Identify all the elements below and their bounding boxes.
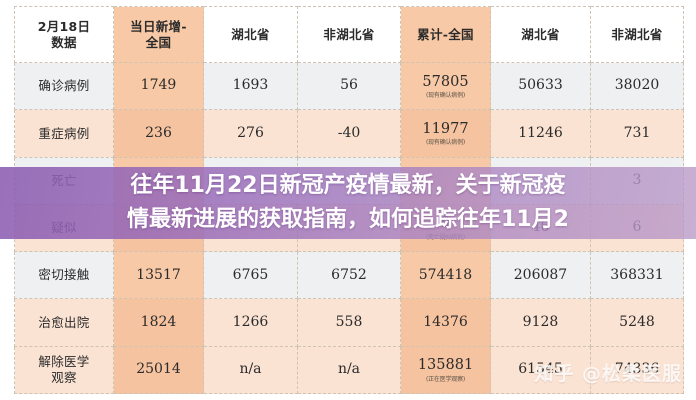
cell-recovered-daily-non-hubei: 558 <box>297 298 401 347</box>
table-header-row: 2月18日 数据 当日新增- 全国 湖北省 非湖北省 累计-全国 湖北省 非湖北… <box>14 6 684 63</box>
covid-statistics-table: 2月18日 数据 当日新增- 全国 湖北省 非湖北省 累计-全国 湖北省 非湖北… <box>14 6 684 395</box>
cell-released-total-national: 135881 (正在医学观察) <box>400 345 491 395</box>
cell-confirmed-total-national-value: 57805 <box>422 73 469 90</box>
row-label-close-contacts: 密切接触 <box>14 251 114 300</box>
header-total-national: 累计-全国 <box>400 6 491 63</box>
cell-released-total-national-value: 135881 <box>417 357 474 374</box>
header-daily-national-line2: 全国 <box>145 34 172 50</box>
row-label-released-observation: 解除医学 观察 <box>14 345 114 395</box>
cell-released-daily-hubei: n/a <box>203 345 298 395</box>
table-row: 密切接触 13517 6765 6752 574418 206087 36833… <box>14 251 684 300</box>
cell-released-total-national-note: (正在医学观察) <box>425 375 466 383</box>
header-date-line2: 数据 <box>51 34 77 50</box>
cell-severe-daily-national: 236 <box>113 109 204 158</box>
cell-close-contacts-total-national: 574418 <box>400 251 491 300</box>
row-label-severe: 重症病例 <box>14 109 114 158</box>
overlay-title-line-2: 情最新进展的获取指南，如何追踪往年11月2 <box>127 207 569 232</box>
cell-recovered-daily-hubei: 1266 <box>203 298 298 347</box>
cell-close-contacts-daily-hubei: 6765 <box>203 251 298 300</box>
cell-confirmed-total-national: 57805 (现有确认病例) <box>400 61 491 111</box>
cell-recovered-total-national: 14376 <box>400 298 491 347</box>
cell-close-contacts-daily-national: 13517 <box>113 251 204 300</box>
table-header: 2月18日 数据 当日新增- 全国 湖北省 非湖北省 累计-全国 湖北省 非湖北… <box>14 6 684 63</box>
header-daily-national-line1: 当日新增- <box>130 18 187 34</box>
cell-severe-total-hubei: 11246 <box>490 109 591 158</box>
cell-close-contacts-daily-non-hubei: 6752 <box>297 251 401 300</box>
header-daily-non-hubei: 非湖北省 <box>297 6 401 63</box>
cell-confirmed-total-non-hubei: 38020 <box>590 61 684 111</box>
table-row: 确诊病例 1749 1693 56 57805 (现有确认病例) 50633 3… <box>14 61 684 111</box>
article-title-overlay: 往年11月22日新冠产疫情最新，关于新冠疫 情最新进展的获取指南，如何追踪往年1… <box>0 167 696 239</box>
cell-confirmed-daily-non-hubei: 56 <box>297 61 401 111</box>
header-total-hubei: 湖北省 <box>490 6 591 63</box>
cell-confirmed-daily-national: 1749 <box>113 61 204 111</box>
cell-released-daily-national: 25014 <box>113 345 204 395</box>
cell-severe-daily-non-hubei: -40 <box>297 109 401 158</box>
header-daily-national: 当日新增- 全国 <box>113 6 204 63</box>
cell-released-daily-non-hubei: n/a <box>297 345 401 395</box>
cell-severe-total-national-value: 11977 <box>422 120 469 137</box>
header-date-line1: 2月18日 <box>37 18 91 34</box>
cell-released-total-hubei: 61545 <box>490 345 591 395</box>
cell-severe-daily-hubei: 276 <box>203 109 298 158</box>
cell-recovered-total-hubei: 9128 <box>490 298 591 347</box>
header-total-non-hubei: 非湖北省 <box>590 6 684 63</box>
cell-close-contacts-total-hubei: 206087 <box>490 251 591 300</box>
table-body: 确诊病例 1749 1693 56 57805 (现有确认病例) 50633 3… <box>14 61 684 395</box>
row-label-released-observation-line2: 观察 <box>51 369 77 385</box>
row-label-released-observation-line1: 解除医学 <box>38 354 90 370</box>
cell-confirmed-total-hubei: 50633 <box>490 61 591 111</box>
header-date-label: 2月18日 数据 <box>14 6 114 63</box>
cell-severe-total-national: 11977 (现有确认病例) <box>400 109 491 158</box>
row-label-recovered: 治愈出院 <box>14 298 114 347</box>
table-row: 解除医学 观察 25014 n/a n/a 135881 (正在医学观察) 61… <box>14 345 684 395</box>
cell-severe-total-national-note: (现有确认病例) <box>425 139 466 147</box>
table-row: 治愈出院 1824 1266 558 14376 9128 5248 <box>14 298 684 347</box>
cell-close-contacts-total-non-hubei: 368331 <box>590 251 684 300</box>
cell-released-total-non-hubei: 74336 <box>590 345 684 395</box>
header-daily-hubei: 湖北省 <box>203 6 298 63</box>
row-label-confirmed: 确诊病例 <box>14 61 114 111</box>
cell-recovered-daily-national: 1824 <box>113 298 204 347</box>
cell-confirmed-daily-hubei: 1693 <box>203 61 298 111</box>
cell-severe-total-non-hubei: 731 <box>590 109 684 158</box>
overlay-title-line-1: 往年11月22日新冠产疫情最新，关于新冠疫 <box>130 173 566 198</box>
cell-recovered-total-non-hubei: 5248 <box>590 298 684 347</box>
cell-confirmed-total-national-note: (现有确认病例) <box>425 92 466 100</box>
table-row: 重症病例 236 276 -40 11977 (现有确认病例) 11246 73… <box>14 109 684 158</box>
